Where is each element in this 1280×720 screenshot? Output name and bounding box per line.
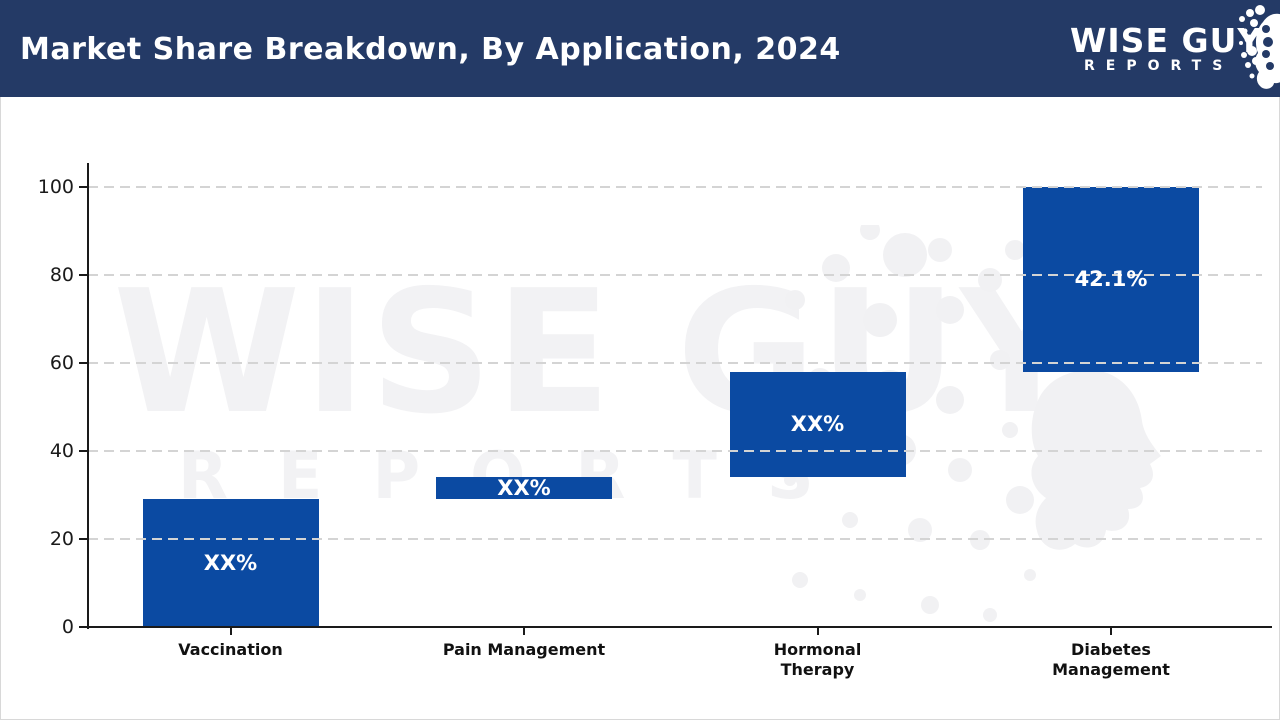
gridline-20 (88, 538, 1262, 540)
chart-title: Market Share Breakdown, By Application, … (20, 32, 841, 67)
watermark-wiseguy-text: WISE GUY (113, 254, 1087, 452)
x-axis-label-1: Pain Management (442, 640, 606, 659)
x-axis-label-0: Vaccination (178, 640, 283, 659)
logo-wiseguy-text: WISE GUY (1070, 21, 1263, 60)
y-tick-80 (79, 274, 88, 276)
y-tick-label-20: 20 (49, 528, 74, 550)
y-tick-0 (79, 626, 88, 628)
y-tick-label-100: 100 (37, 176, 74, 198)
x-axis-label-3: Diabetes Management (1052, 640, 1170, 679)
logo-face-icon (1239, 5, 1280, 89)
x-tick-0 (229, 627, 232, 635)
y-tick-40 (79, 450, 88, 452)
gridline-40 (88, 450, 1262, 452)
bar-value-label: XX% (790, 412, 845, 437)
wiseguy-logo: WISE GUY REPORTS (1032, 0, 1280, 97)
y-axis-spine (87, 162, 89, 629)
bar-value-label: 42.1% (1074, 267, 1148, 292)
x-tick-3 (1110, 627, 1112, 635)
bar-hormonal-therapy (729, 371, 906, 477)
bar-value-label: XX% (497, 475, 551, 500)
x-tick-2 (816, 627, 819, 635)
x-axis-label-2: Hormonal Therapy (773, 640, 862, 679)
gridline-100 (88, 186, 1262, 188)
bar-pain-management (436, 476, 612, 500)
logo-reports-text: REPORTS (1084, 58, 1234, 74)
y-tick-label-0: 0 (61, 616, 74, 638)
y-tick-label-60: 60 (49, 352, 74, 374)
bar-diabetes-management (1023, 187, 1199, 372)
bar-vaccination (142, 499, 319, 627)
bar-value-label: XX% (203, 551, 258, 576)
y-tick-label-80: 80 (49, 264, 74, 286)
x-axis-spine (87, 626, 1272, 628)
y-tick-100 (79, 186, 88, 188)
y-tick-60 (79, 362, 88, 364)
x-tick-1 (523, 627, 525, 635)
gridline-80 (88, 274, 1262, 276)
y-tick-label-40: 40 (49, 440, 74, 462)
y-tick-20 (79, 538, 88, 540)
header-band: Market Share Breakdown, By Application, … (0, 0, 1280, 97)
gridline-60 (88, 362, 1262, 364)
